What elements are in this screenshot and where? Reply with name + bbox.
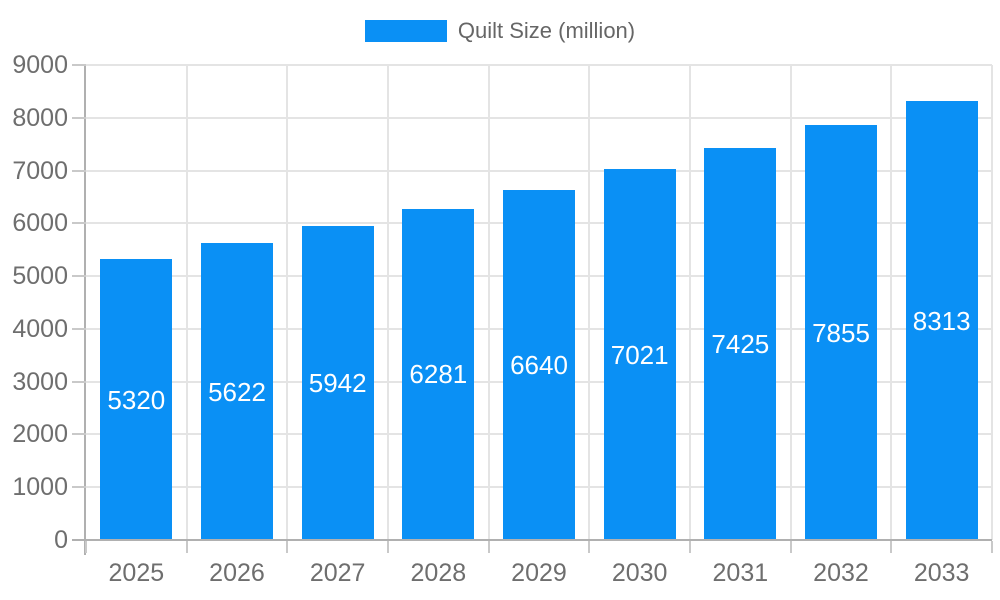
bar-value-label: 6640: [510, 349, 568, 380]
y-axis-tick: [72, 64, 86, 66]
bar[interactable]: [603, 169, 676, 540]
y-axis-label: 8000: [12, 103, 68, 132]
legend-label: Quilt Size (million): [457, 18, 636, 43]
bar[interactable]: [704, 148, 777, 540]
x-axis-label: 2026: [209, 559, 265, 587]
y-axis-tick: [72, 380, 86, 383]
x-axis-label: 2031: [712, 559, 769, 587]
gridline-vertical: [387, 65, 389, 540]
x-axis-tick: [588, 541, 591, 553]
x-axis-tick: [890, 541, 893, 553]
bar[interactable]: [805, 125, 877, 540]
y-axis-label: 1000: [12, 473, 68, 502]
x-axis-label: 2030: [611, 559, 668, 587]
x-axis-label: 2033: [913, 559, 970, 587]
y-axis-tick: [72, 433, 86, 436]
y-axis-label: 3000: [12, 367, 68, 396]
x-axis-label: 2032: [813, 559, 869, 587]
y-axis-label: 6000: [12, 209, 68, 238]
y-axis-tick: [72, 327, 86, 330]
x-axis-tick: [689, 541, 691, 553]
y-axis-tick: [72, 275, 86, 278]
y-axis-tick: [72, 486, 86, 489]
gridline-vertical: [487, 65, 490, 540]
x-axis-line: [72, 539, 992, 541]
gridline-horizontal: [86, 116, 992, 119]
bar-value-label: 7021: [610, 339, 669, 370]
x-axis-tick: [991, 541, 993, 553]
bar-value-label: 7425: [711, 329, 770, 360]
x-axis-label: 2027: [309, 559, 366, 587]
gridline-vertical: [789, 65, 792, 540]
x-axis-label: 2029: [511, 559, 567, 587]
x-axis-label: 2028: [410, 559, 467, 587]
y-axis-label: 0: [54, 526, 68, 554]
y-axis-tick: [72, 116, 86, 119]
bar-value-label: 6281: [409, 359, 468, 390]
gridline-vertical: [588, 65, 591, 540]
legend[interactable]: Quilt Size (million): [0, 18, 1000, 43]
bar-value-label: 5622: [208, 376, 266, 407]
gridline-vertical: [890, 65, 893, 540]
x-axis-label: 2025: [108, 559, 165, 587]
y-axis-label: 4000: [12, 314, 68, 343]
gridline-vertical: [991, 65, 993, 540]
gridline-horizontal: [86, 169, 992, 172]
y-axis-label: 5000: [12, 262, 68, 291]
legend-swatch: [364, 20, 447, 42]
x-axis-tick: [789, 541, 792, 553]
y-axis-tick: [72, 169, 86, 172]
gridline-vertical: [689, 65, 691, 540]
y-axis-line: [84, 65, 86, 555]
y-axis-label: 7000: [12, 156, 68, 185]
x-axis-tick: [85, 541, 87, 553]
bar[interactable]: [100, 259, 173, 540]
gridline-horizontal: [86, 64, 992, 66]
gridline-vertical: [185, 65, 188, 540]
y-axis-tick: [72, 222, 86, 225]
bar-value-label: 8313: [912, 305, 971, 336]
bar-value-label: 5942: [308, 368, 367, 399]
x-axis-tick: [387, 541, 389, 553]
bar[interactable]: [201, 243, 273, 540]
y-axis-label: 9000: [12, 51, 68, 79]
bar[interactable]: [503, 189, 575, 540]
bar-value-label: 5320: [107, 384, 166, 415]
y-axis-label: 2000: [12, 420, 68, 449]
x-axis-tick: [286, 541, 289, 553]
gridline-vertical: [286, 65, 289, 540]
bar[interactable]: [905, 101, 978, 540]
plot-area: 5320 5622 5942 6281 6640 7021 7425 7855 8313: [86, 64, 993, 540]
x-axis-tick: [185, 541, 188, 553]
bar-value-label: 7855: [812, 317, 870, 348]
bar[interactable]: [301, 226, 374, 540]
bar[interactable]: [402, 208, 475, 540]
x-axis-tick: [487, 541, 490, 553]
